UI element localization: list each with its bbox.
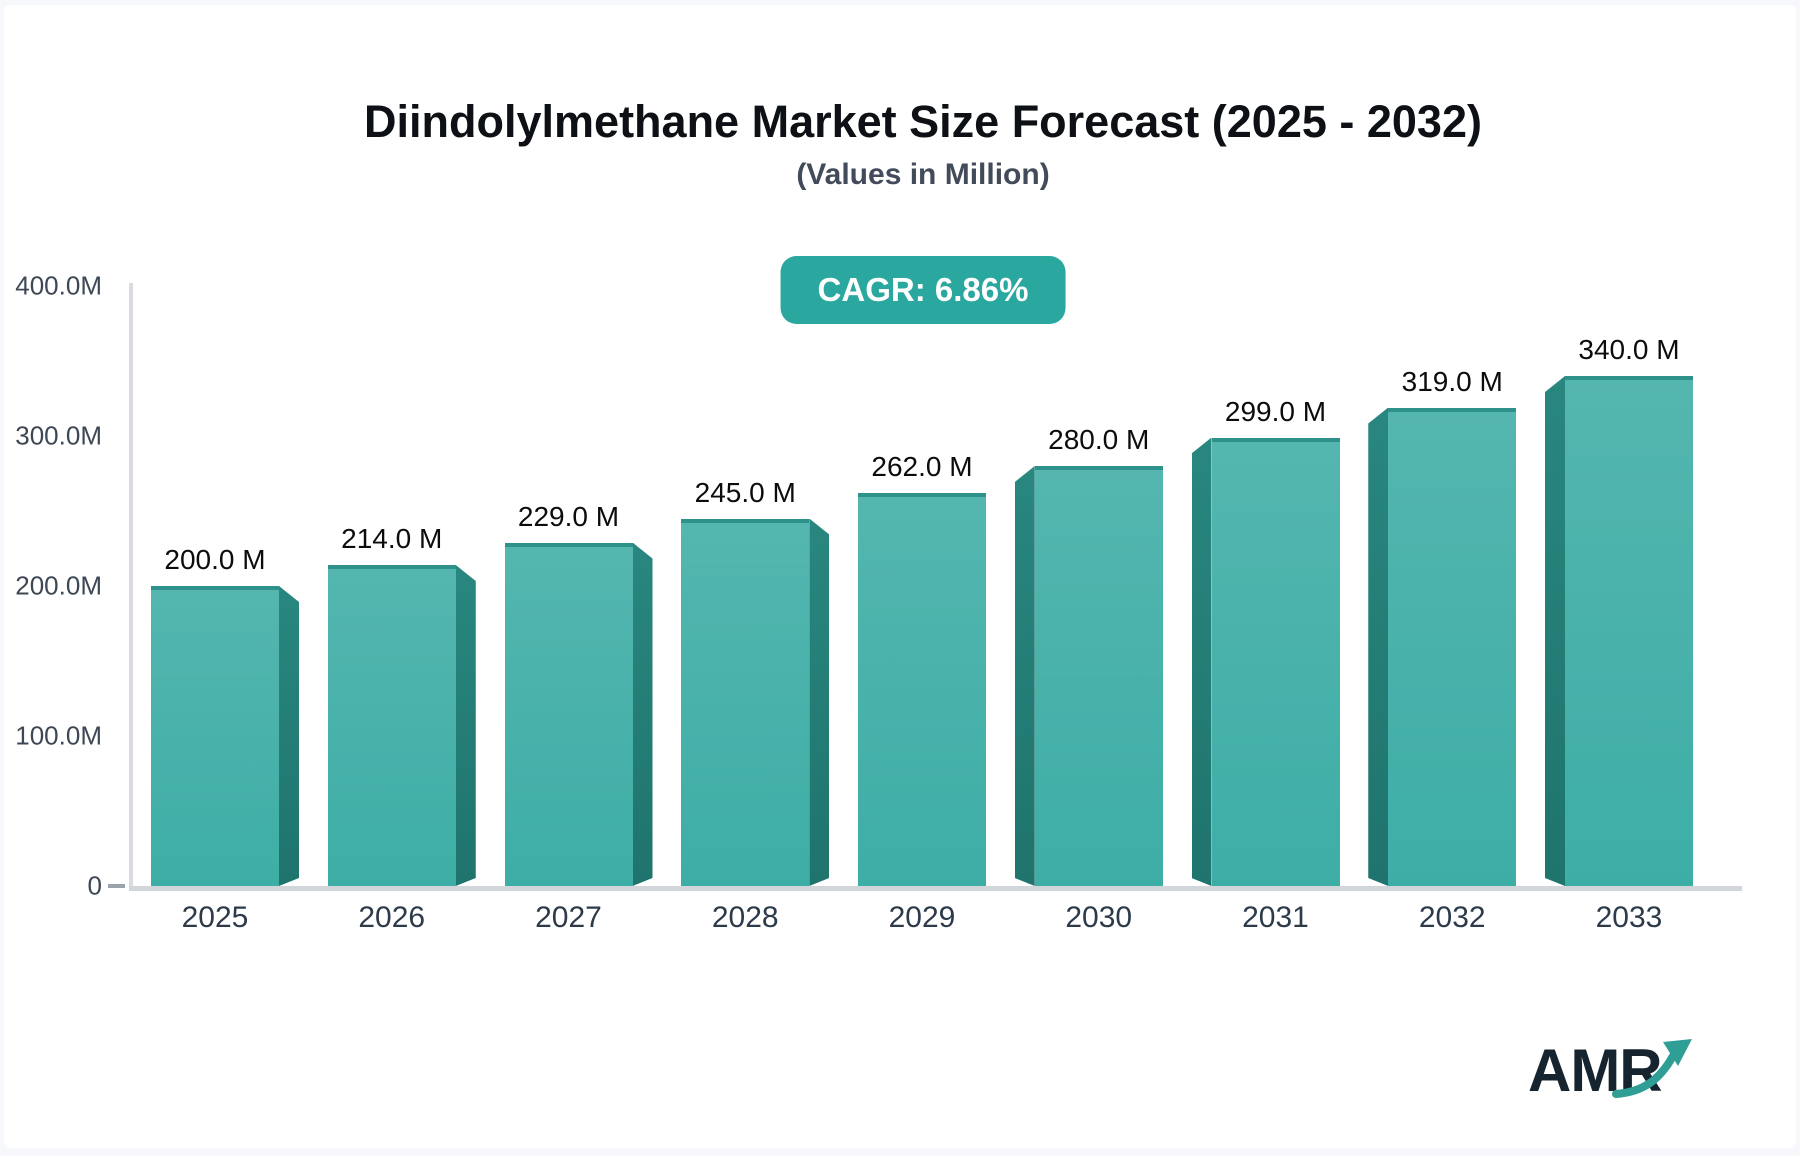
bar-value-label: 262.0 M bbox=[871, 451, 973, 482]
bar-value-label: 200.0 M bbox=[164, 544, 266, 575]
bar-2026 bbox=[327, 565, 456, 886]
bar-2031 bbox=[1211, 437, 1340, 886]
bar-2028 bbox=[681, 518, 810, 886]
y-axis-label: 100.0M bbox=[15, 720, 102, 751]
bar-value-label: 245.0 M bbox=[694, 476, 796, 508]
growth-arrow-icon bbox=[1612, 1039, 1692, 1098]
chart-subtitle: (Values in Million) bbox=[796, 158, 1050, 191]
bar-side-2026 bbox=[456, 565, 476, 886]
y-axis-line bbox=[129, 283, 133, 890]
bar-value-label: 299.0 M bbox=[1224, 395, 1327, 427]
bar-2025 bbox=[151, 586, 279, 886]
y-axis-tick bbox=[108, 884, 125, 888]
x-axis-label: 2028 bbox=[711, 901, 779, 934]
x-axis-label: 2033 bbox=[1595, 901, 1663, 934]
bar-side-2028 bbox=[809, 519, 829, 887]
amr-logo-text: AMR bbox=[1528, 1037, 1663, 1104]
bar-side-2027 bbox=[633, 543, 653, 887]
x-axis-label: 2032 bbox=[1418, 901, 1486, 934]
bar-2027 bbox=[504, 542, 633, 886]
bar-2033 bbox=[1565, 376, 1693, 886]
amr-logo: AMR bbox=[1528, 1036, 1708, 1106]
x-axis-label: 2025 bbox=[181, 901, 249, 934]
bar-side-2033 bbox=[1545, 376, 1565, 886]
bar-2029 bbox=[858, 493, 986, 886]
y-axis-label: 400.0M bbox=[15, 270, 102, 301]
x-axis-label: 2026 bbox=[358, 901, 426, 934]
x-axis-label: 2031 bbox=[1242, 901, 1309, 934]
y-axis-label: 300.0M bbox=[15, 420, 102, 451]
chart-title: Diindolylmethane Market Size Forecast (2… bbox=[364, 96, 1482, 147]
bar-side-2025 bbox=[279, 586, 299, 886]
bar-value-label: 319.0 M bbox=[1401, 365, 1503, 397]
bar-value-label: 340.0 M bbox=[1578, 334, 1680, 365]
x-axis-line bbox=[129, 886, 1742, 891]
bar-2032 bbox=[1388, 407, 1517, 886]
bar-value-label: 214.0 M bbox=[341, 523, 443, 554]
bar-side-2031 bbox=[1192, 438, 1212, 887]
y-axis-label: 0 bbox=[87, 870, 102, 901]
x-axis-label: 2030 bbox=[1065, 901, 1133, 934]
bar-side-2032 bbox=[1368, 408, 1388, 887]
y-axis-label: 200.0M bbox=[15, 570, 102, 601]
cagr-badge: CAGR: 6.86% bbox=[780, 256, 1066, 324]
bar-value-label: 229.0 M bbox=[517, 500, 620, 532]
x-axis-label: 2029 bbox=[888, 901, 956, 934]
bar-side-2030 bbox=[1015, 466, 1035, 886]
x-axis-label: 2027 bbox=[535, 901, 602, 934]
bar-value-label: 280.0 M bbox=[1048, 424, 1150, 455]
bar-2030 bbox=[1034, 466, 1163, 886]
